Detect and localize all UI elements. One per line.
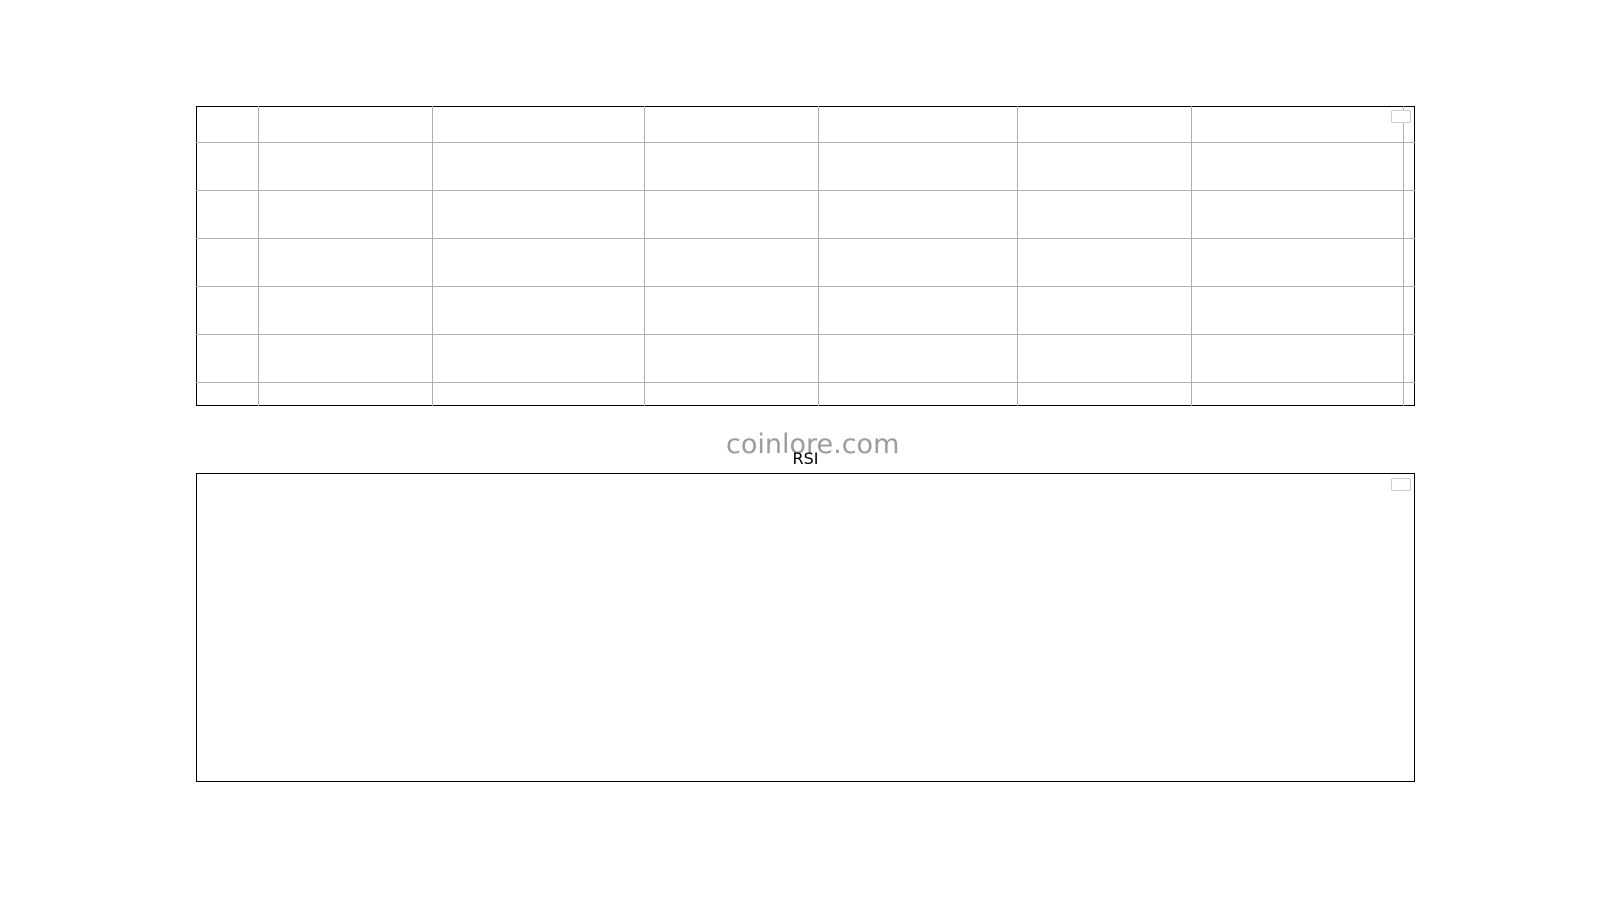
watermark: coinlore.com [726,429,900,460]
gridline-horizontal [196,238,1415,240]
gridline-vertical [1016,106,1018,406]
gridline-horizontal [196,190,1415,192]
price-legend [1391,110,1411,123]
price-axes-frame [196,106,1415,406]
gridline-vertical [432,106,434,406]
gridline-horizontal [196,334,1415,336]
gridline-horizontal [196,382,1415,384]
gridline-vertical [643,106,645,406]
gridline-vertical [1191,106,1193,406]
gridline-vertical [258,106,260,406]
gridline-vertical [817,106,819,406]
rsi-axes-frame [196,473,1415,782]
gridline-horizontal [196,286,1415,288]
price-line-plot [196,106,1415,406]
rsi-chart-axes: RSI [196,449,1415,782]
rsi-panel-title: RSI [792,449,819,468]
price-chart-axes [196,106,1415,406]
rsi-legend [1391,478,1411,491]
rsi-line-plot [196,473,1415,782]
gridline-vertical [1402,106,1404,406]
gridline-horizontal [196,142,1415,144]
